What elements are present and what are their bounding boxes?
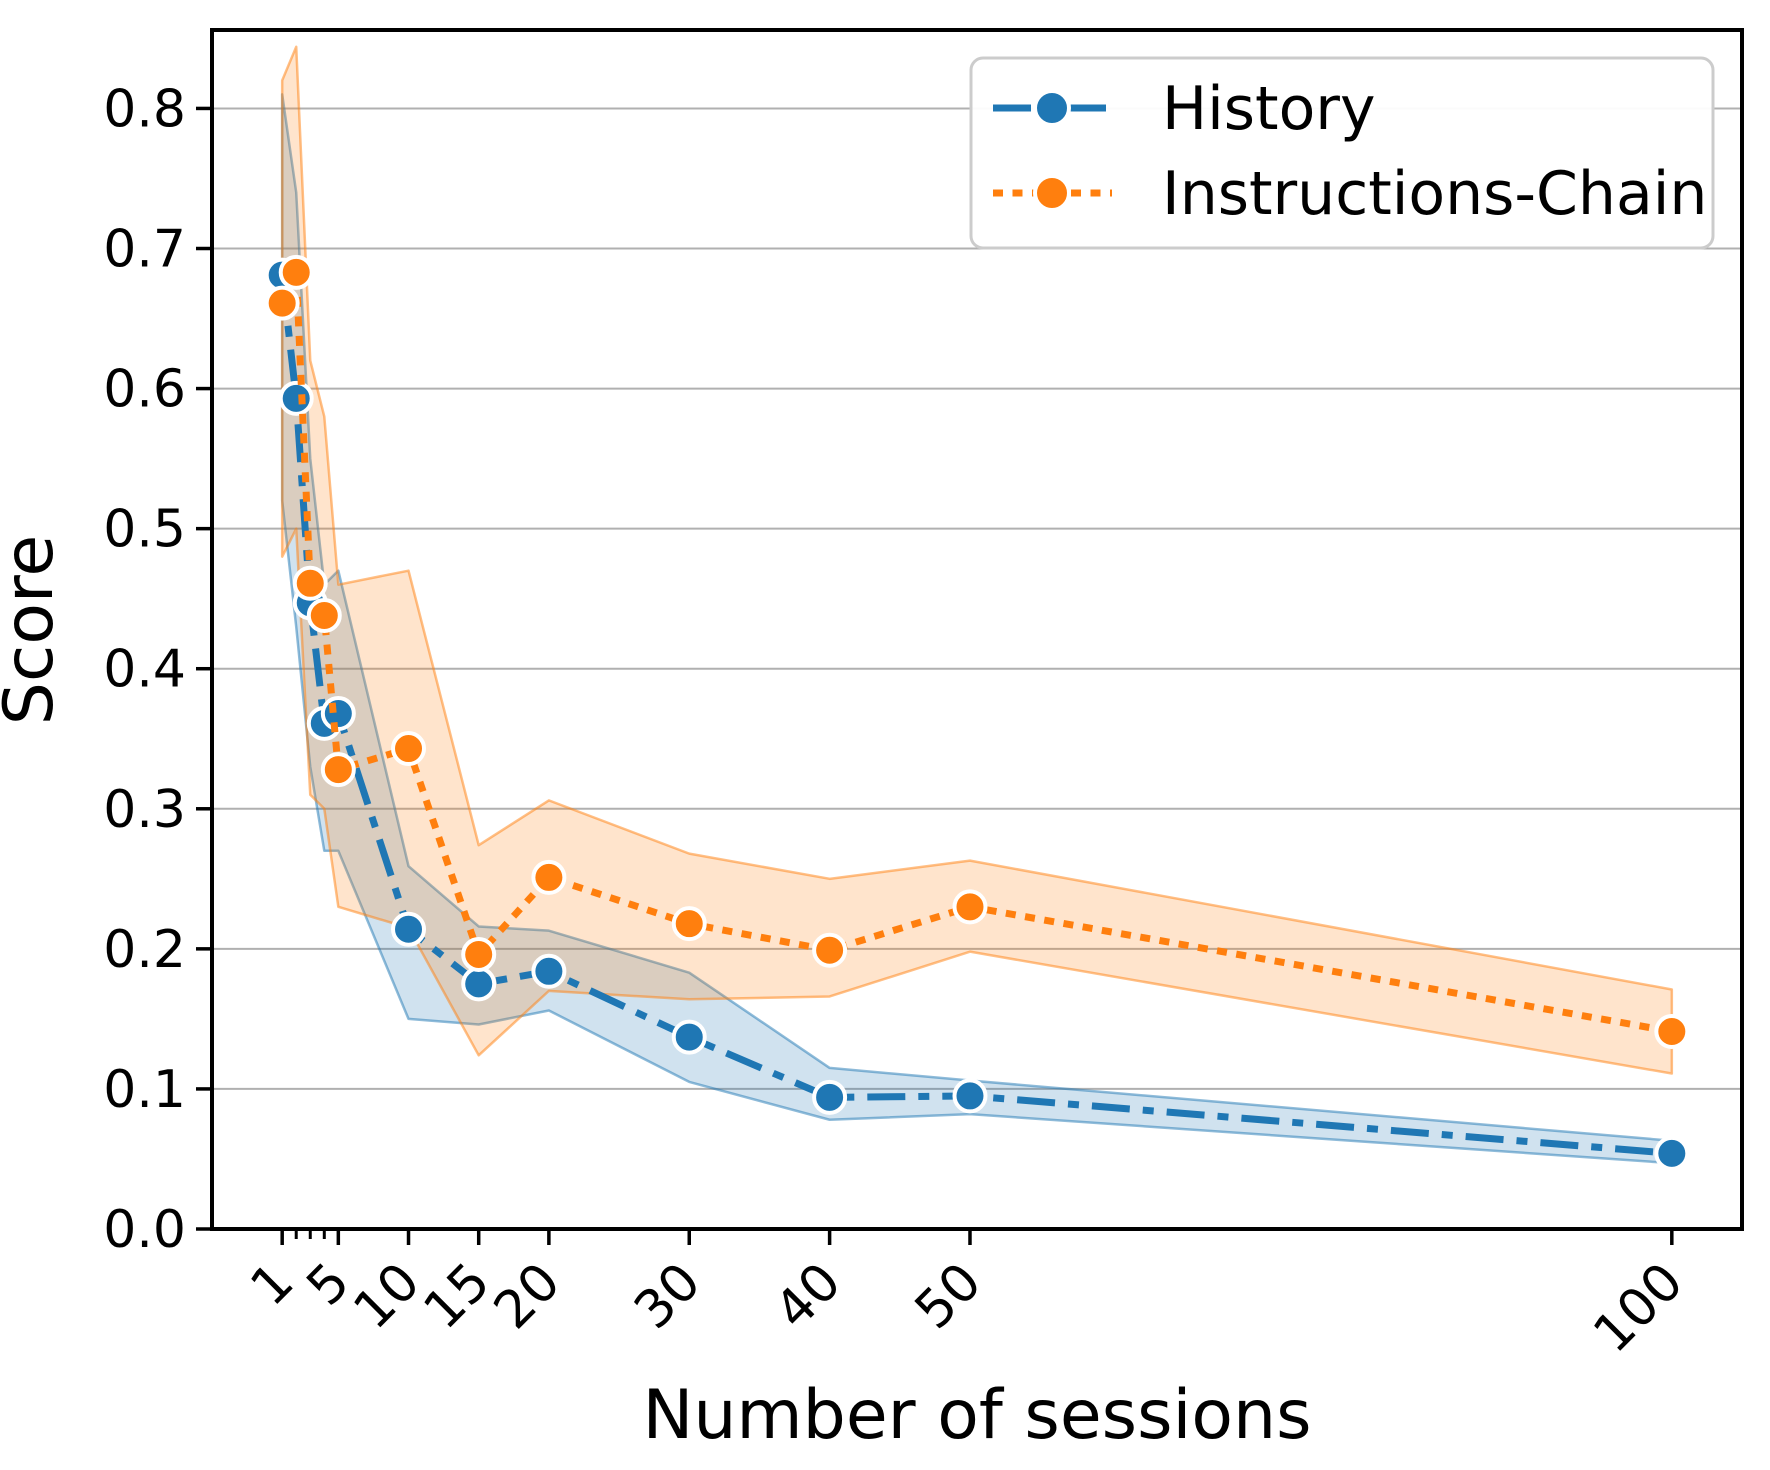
history-marker-x10 — [391, 911, 427, 947]
spine-layer — [210, 28, 1744, 1231]
y-tick-label-0.3: 0.3 — [103, 780, 186, 840]
y-tick-label-0.8: 0.8 — [103, 79, 186, 139]
plot-border — [210, 28, 1744, 1231]
history-marker-x40 — [812, 1079, 848, 1115]
y-axis-label: Score — [0, 535, 69, 725]
instructions-chain-marker-x3 — [292, 565, 328, 601]
legend-item-instructions-chain: Instructions-Chain — [993, 159, 1707, 229]
x-tick-label-40: 40 — [764, 1252, 853, 1341]
instructions-chain-marker-x100 — [1654, 1014, 1690, 1050]
x-tick-label-20: 20 — [483, 1252, 572, 1341]
history-marker-x20 — [531, 953, 567, 989]
history-marker-x30 — [671, 1019, 707, 1055]
series-layer — [264, 254, 1690, 1171]
y-tick-label-0.2: 0.2 — [103, 920, 186, 980]
instructions-chain-marker-x15 — [461, 936, 497, 972]
instructions-chain-marker-x1 — [264, 285, 300, 321]
legend-label-instructions-chain: Instructions-Chain — [1162, 159, 1707, 229]
instructions-chain-confidence-band — [280, 45, 1674, 1075]
y-tick-label-0.7: 0.7 — [103, 220, 186, 280]
legend-frame — [969, 56, 1715, 250]
instructions-chain-marker-x50 — [952, 889, 988, 925]
instructions-chain-legend-marker-icon — [1033, 174, 1071, 212]
x-tick-label-30: 30 — [623, 1252, 712, 1341]
x-tick-label-1: 1 — [240, 1252, 306, 1318]
instructions-chain-marker-x5 — [320, 752, 356, 788]
y-tick-label-0.6: 0.6 — [103, 360, 186, 420]
x-tick-label-50: 50 — [904, 1252, 993, 1341]
y-tick-label-0.1: 0.1 — [103, 1060, 186, 1120]
legend-item-history: History — [993, 74, 1375, 144]
x-tick-label-100: 100 — [1582, 1252, 1695, 1365]
history-legend-marker-icon — [1033, 89, 1071, 127]
instructions-chain-marker-x2 — [278, 254, 314, 290]
y-tick-label-0.0: 0.0 — [103, 1200, 186, 1260]
legend-label-history: History — [1162, 74, 1375, 144]
x-axis-label: Number of sessions — [642, 1376, 1311, 1455]
history-marker-x50 — [952, 1078, 988, 1114]
instructions-chain-line — [278, 268, 1673, 1035]
y-tick-label-0.4: 0.4 — [103, 640, 186, 700]
instructions-chain-marker-x30 — [671, 906, 707, 942]
instructions-chain-marker-x4 — [306, 597, 342, 633]
legend: History Instructions-Chain — [969, 56, 1715, 250]
history-line — [278, 274, 1673, 1157]
history-marker-x5 — [320, 696, 356, 732]
instructions-chain-marker-x20 — [531, 859, 567, 895]
history-marker-x15 — [461, 966, 497, 1002]
history-marker-x2 — [278, 380, 314, 416]
y-tick-label-0.5: 0.5 — [103, 500, 186, 560]
instructions-chain-marker-x40 — [812, 932, 848, 968]
history-marker-x100 — [1654, 1135, 1690, 1171]
instructions-chain-marker-x10 — [391, 731, 427, 767]
